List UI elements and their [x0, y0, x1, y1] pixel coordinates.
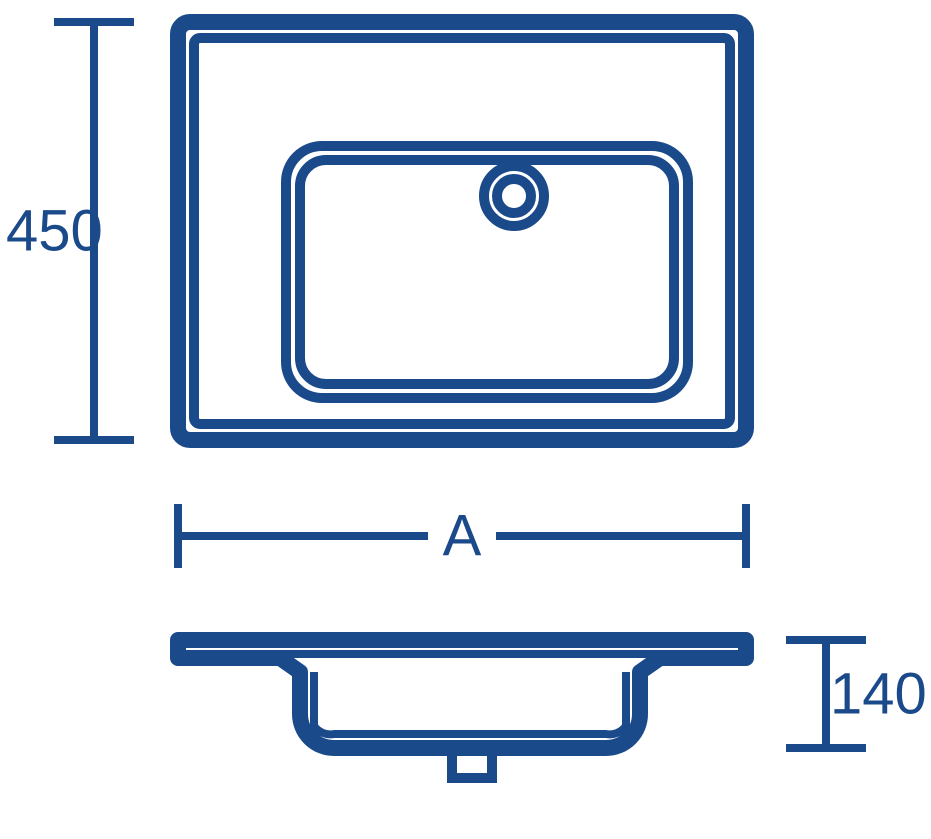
dim-450-label: 450	[6, 198, 103, 263]
top-view-outer-rect-inner-line	[194, 38, 730, 424]
side-view-basin-inner-line	[314, 672, 626, 734]
drain-circle-inner	[497, 179, 531, 213]
side-view-inner-rim-line	[192, 654, 732, 656]
dim-A-label: A	[443, 503, 482, 568]
technical-drawing: 450 A 140	[0, 0, 931, 839]
dim-140-label: 140	[830, 661, 927, 726]
